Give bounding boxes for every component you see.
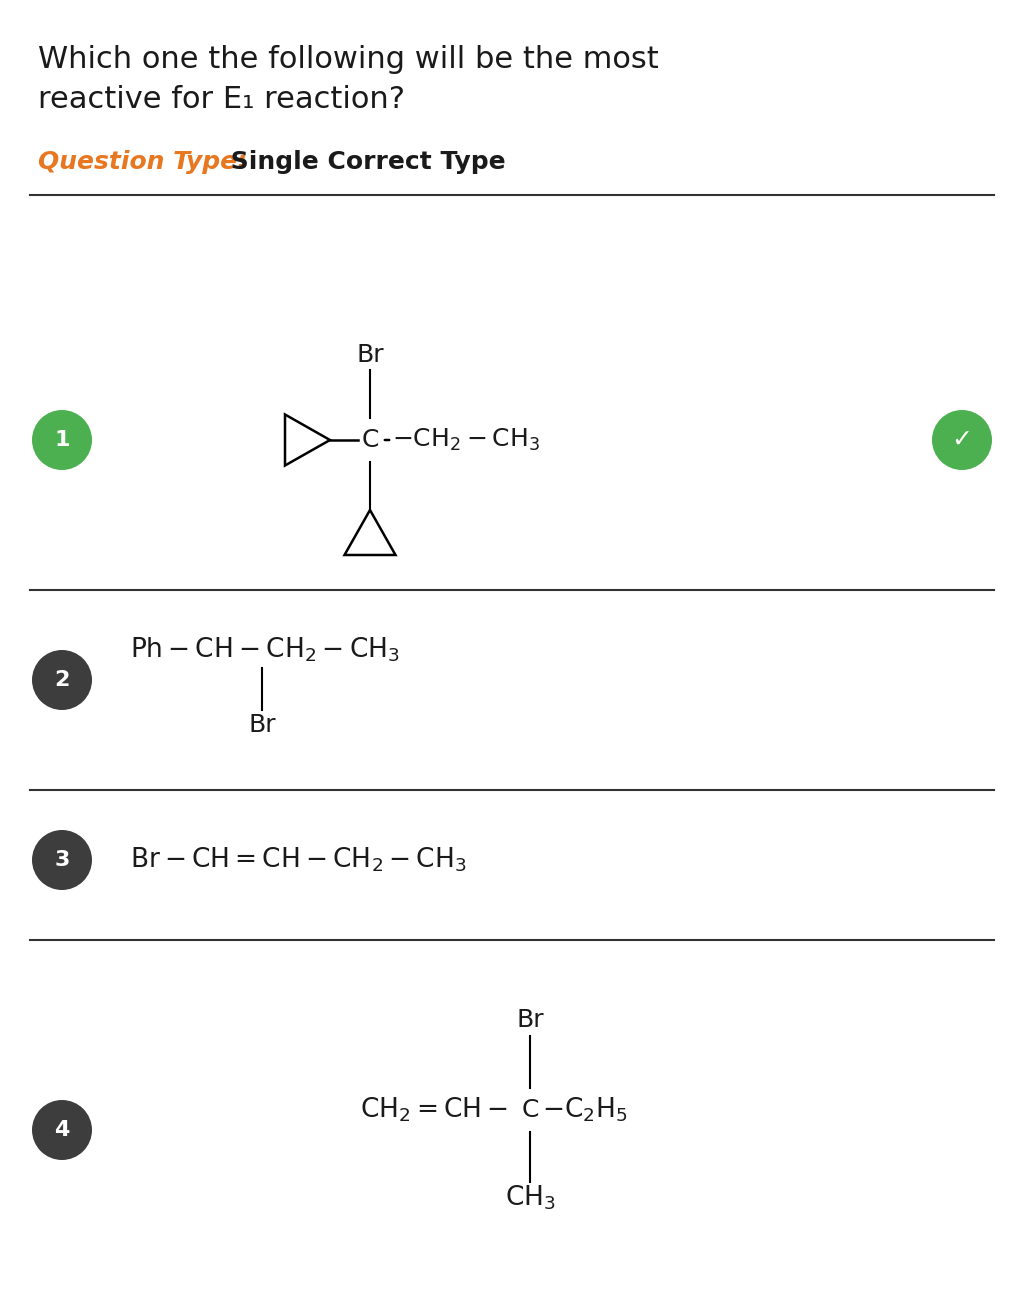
Text: C: C bbox=[521, 1099, 539, 1122]
Text: Br: Br bbox=[516, 1008, 544, 1031]
Text: $\mathregular{CH_2=CH-}$: $\mathregular{CH_2=CH-}$ bbox=[360, 1096, 508, 1125]
Text: $\mathregular{Ph-CH-CH_2-CH_3}$: $\mathregular{Ph-CH-CH_2-CH_3}$ bbox=[130, 636, 399, 665]
Text: Single Correct Type: Single Correct Type bbox=[222, 150, 506, 173]
Text: 1: 1 bbox=[54, 430, 70, 449]
Text: Question Type:: Question Type: bbox=[38, 150, 247, 173]
Text: C: C bbox=[361, 428, 379, 452]
Text: $\mathregular{CH_3}$: $\mathregular{CH_3}$ bbox=[505, 1184, 555, 1213]
Text: $\mathregular{-CH_2-CH_3}$: $\mathregular{-CH_2-CH_3}$ bbox=[392, 427, 541, 453]
Text: Br: Br bbox=[356, 343, 384, 367]
Circle shape bbox=[932, 410, 992, 470]
Circle shape bbox=[32, 650, 92, 710]
Circle shape bbox=[32, 410, 92, 470]
Text: 4: 4 bbox=[54, 1120, 70, 1141]
Text: reactive for E₁ reaction?: reactive for E₁ reaction? bbox=[38, 85, 406, 114]
Circle shape bbox=[32, 1100, 92, 1160]
Text: $\mathregular{Br-CH=CH-CH_2-CH_3}$: $\mathregular{Br-CH=CH-CH_2-CH_3}$ bbox=[130, 846, 467, 874]
Text: Which one the following will be the most: Which one the following will be the most bbox=[38, 46, 658, 75]
Circle shape bbox=[32, 830, 92, 890]
Text: 3: 3 bbox=[54, 850, 70, 870]
Text: 2: 2 bbox=[54, 670, 70, 690]
Text: $\mathregular{-C_2H_5}$: $\mathregular{-C_2H_5}$ bbox=[542, 1096, 628, 1125]
Text: Br: Br bbox=[248, 714, 275, 737]
Text: ✓: ✓ bbox=[951, 428, 973, 452]
